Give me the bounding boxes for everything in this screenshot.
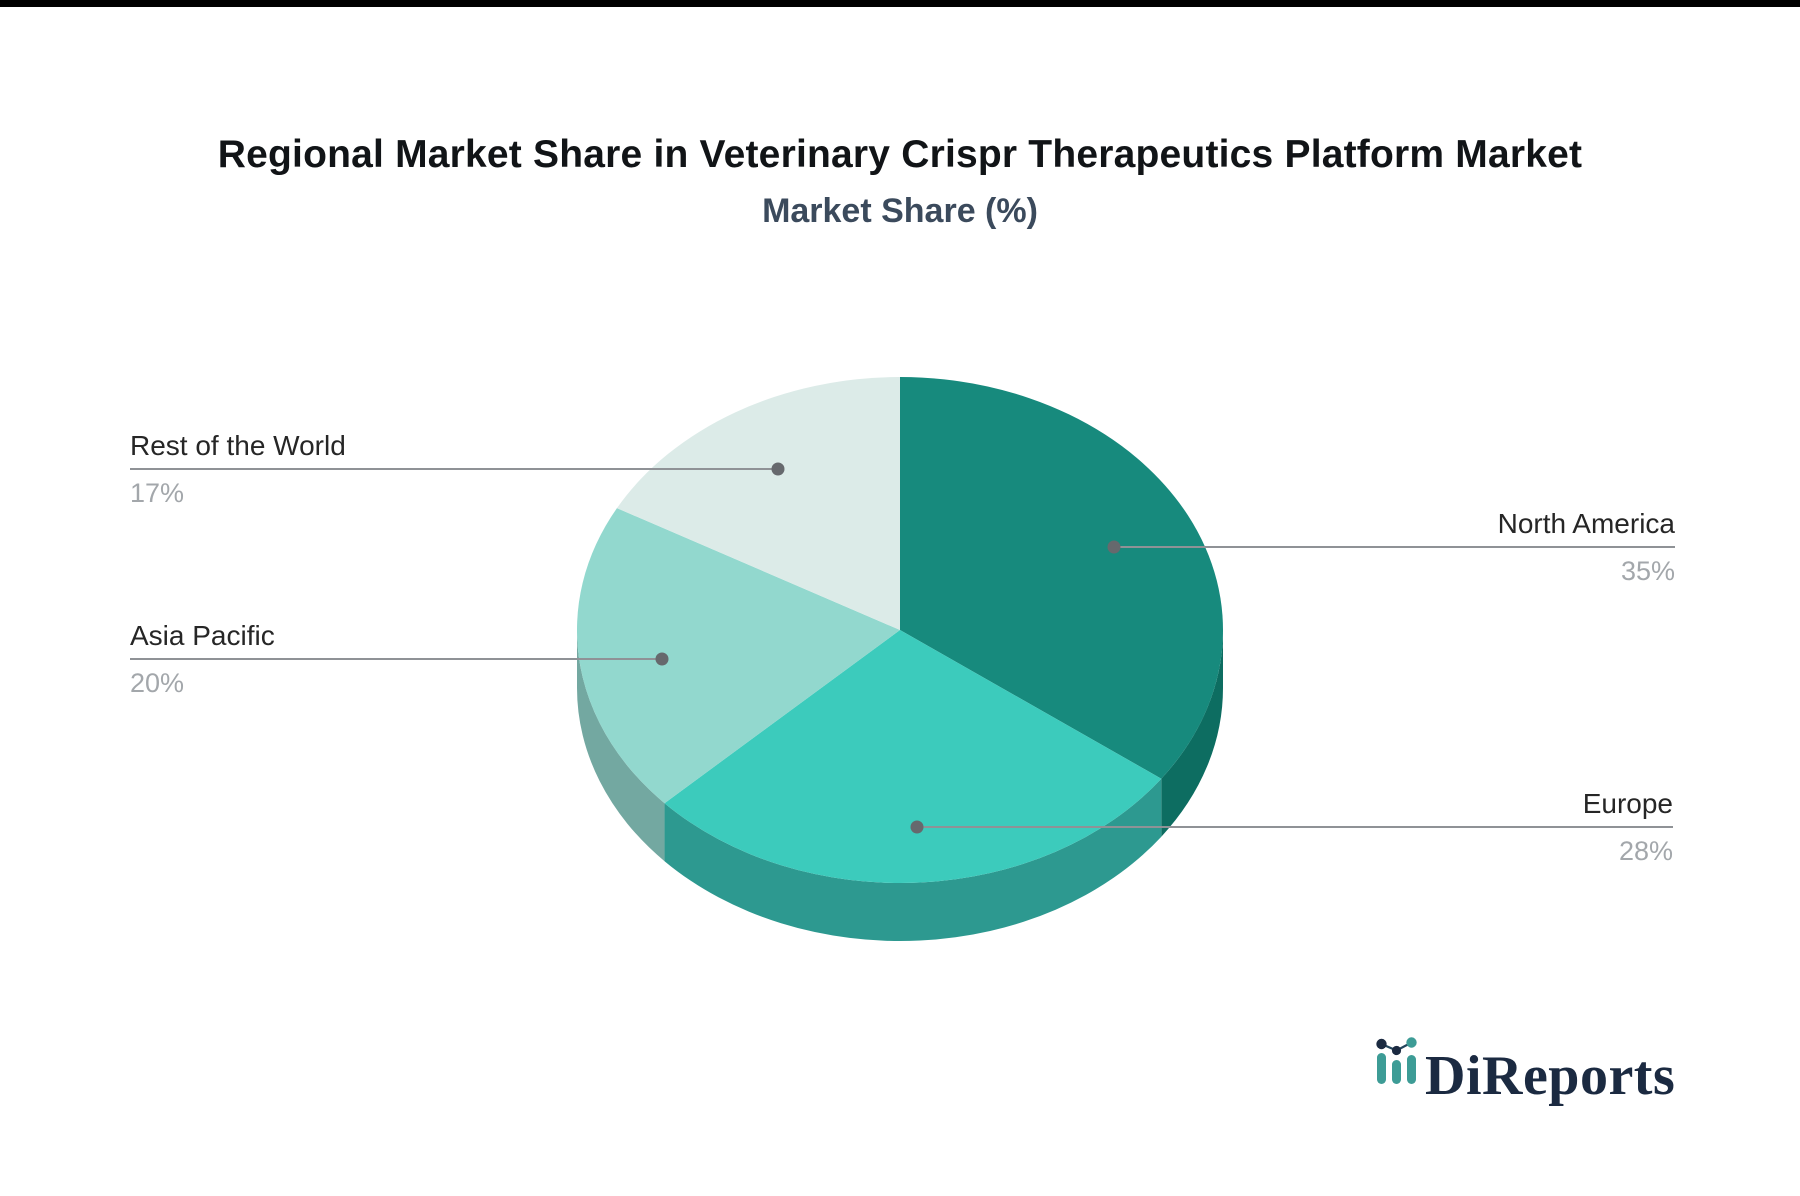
bar-line-chart-icon — [1376, 1037, 1417, 1084]
leader-dot-rest-of-the-world — [771, 462, 785, 476]
pie-slice-europe — [664, 630, 1162, 884]
callout-label-europe: Europe — [1582, 788, 1673, 820]
callout-label-rest-of-the-world: Rest of the World — [130, 430, 346, 462]
top-edge-bar — [0, 0, 1800, 7]
callout-pct-north-america: 35% — [1620, 556, 1675, 586]
pie-side-north-america — [1161, 630, 1223, 837]
direports-logo-text: DiReports — [1425, 1045, 1676, 1107]
direports-logo: DiReports — [1372, 1028, 1675, 1114]
callout-label-north-america: North America — [1497, 508, 1675, 540]
pie-side-asia-pacific — [577, 630, 665, 862]
chart-title: Regional Market Share in Veterinary Cris… — [217, 133, 1583, 176]
callout-pct-rest-of-the-world: 17% — [130, 478, 185, 508]
leader-dot-north-america — [1107, 540, 1121, 554]
pie-slice-north-america — [900, 377, 1223, 779]
callout-pct-asia-pacific: 20% — [130, 668, 185, 698]
chart-subtitle: Market Share (%) — [762, 192, 1038, 230]
callout-pct-europe: 28% — [1618, 836, 1673, 866]
pie-slice-asia-pacific — [577, 508, 900, 804]
pie-slice-rest-of-the-world — [616, 377, 900, 630]
pie-side-europe — [664, 778, 1162, 942]
callout-label-asia-pacific: Asia Pacific — [130, 620, 275, 652]
leader-dot-europe — [910, 820, 924, 834]
leader-dot-asia-pacific — [655, 652, 669, 666]
